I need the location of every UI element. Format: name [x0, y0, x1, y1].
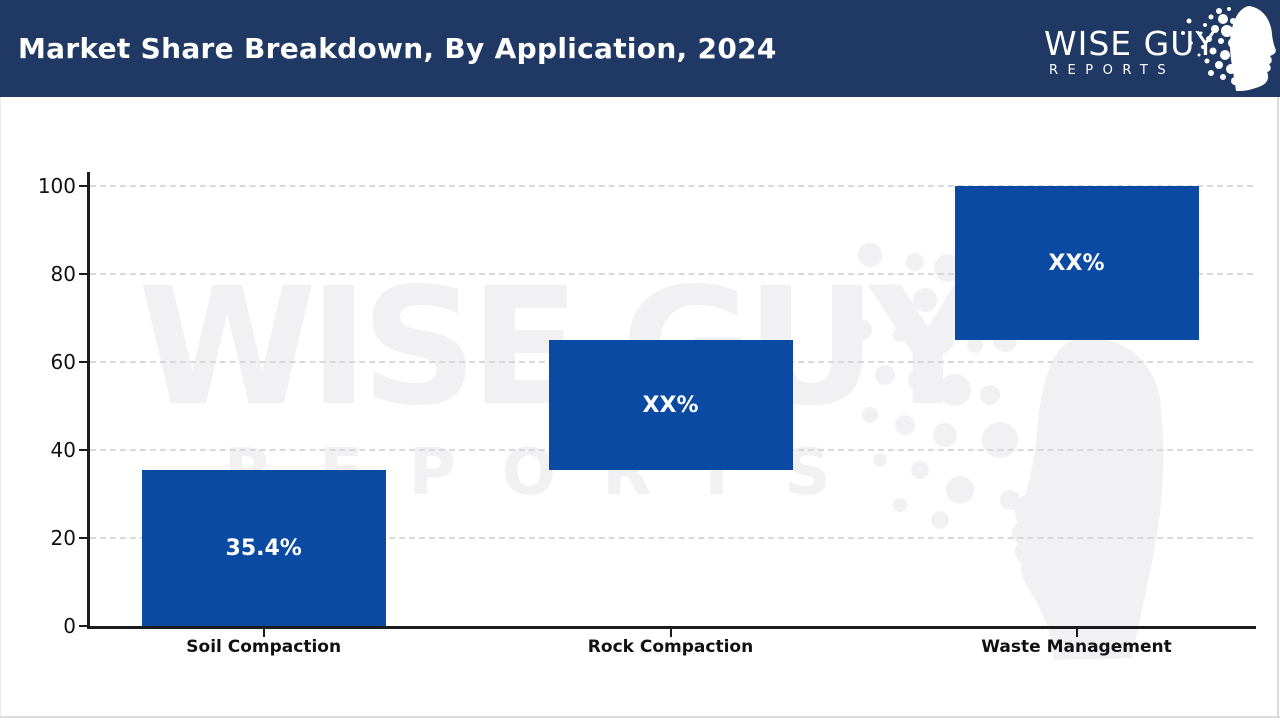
logo-subtitle: REPORTS	[1049, 63, 1176, 78]
y-axis-tick-label: 80	[50, 262, 76, 286]
gridline-20	[90, 537, 1253, 539]
x-axis-tick-mark	[669, 629, 672, 637]
figure-bottom-border	[0, 716, 1280, 718]
bar-soil-compaction: 35.4%	[141, 470, 386, 626]
wise-guy-reports-logo: WISE GUY REPORTS	[1028, 0, 1280, 97]
y-axis-line	[87, 172, 90, 629]
y-axis-tick-label: 0	[63, 614, 76, 638]
figure-right-border	[1277, 97, 1279, 718]
x-axis-line	[87, 626, 1256, 629]
y-axis-tick-label: 100	[37, 174, 76, 198]
bar-value-label: XX%	[642, 392, 699, 418]
y-axis-tick-mark	[79, 537, 87, 539]
bar-rock-compaction: XX%	[548, 340, 793, 471]
x-axis-category-label-waste-management: Waste Management	[981, 637, 1172, 657]
y-axis-tick-label: 40	[50, 438, 76, 462]
gridline-80	[90, 273, 1253, 275]
y-axis-tick-mark	[79, 185, 87, 187]
header-bar: Market Share Breakdown, By Application, …	[0, 0, 1280, 97]
y-axis-tick-mark	[79, 361, 87, 363]
bar-value-label: XX%	[1048, 250, 1105, 276]
chart-title: Market Share Breakdown, By Application, …	[18, 32, 777, 65]
y-axis-tick-label: 60	[50, 350, 76, 374]
logo-head-icon	[1181, 6, 1276, 91]
bar-value-label: 35.4%	[225, 535, 302, 561]
y-axis-tick-mark	[79, 625, 87, 627]
x-axis-tick-mark	[262, 629, 265, 637]
gridline-100	[90, 185, 1253, 187]
y-axis-tick-mark	[79, 273, 87, 275]
figure-left-border	[0, 97, 1, 718]
x-axis-category-label-soil-compaction: Soil Compaction	[186, 637, 342, 657]
y-axis-tick-mark	[79, 449, 87, 451]
bar-waste-management: XX%	[954, 186, 1199, 341]
x-axis-category-label-rock-compaction: Rock Compaction	[587, 637, 754, 657]
logo-wordmark: WISE GUY	[1044, 24, 1217, 63]
x-axis-tick-mark	[1075, 629, 1078, 637]
y-axis-tick-label: 20	[50, 526, 76, 550]
